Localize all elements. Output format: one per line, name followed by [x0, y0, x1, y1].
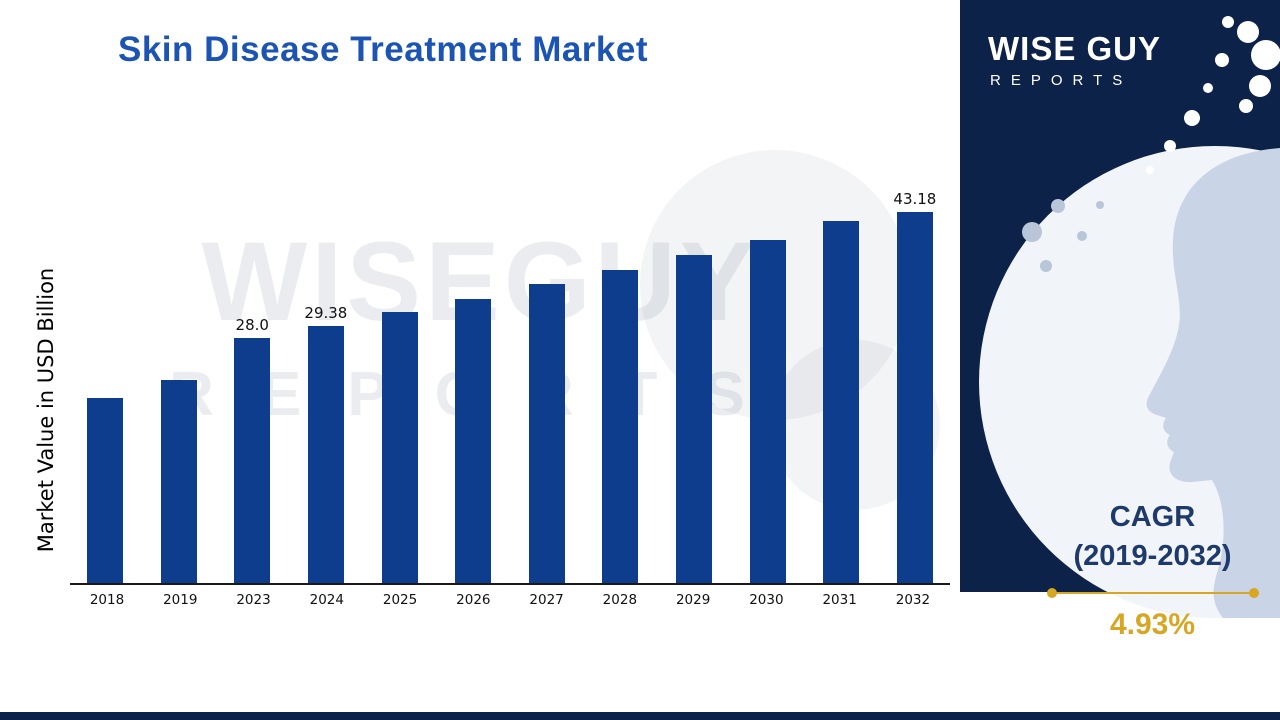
x-tick-2018: 2018	[89, 592, 125, 608]
x-tick-2023: 2023	[236, 592, 271, 608]
x-tick-2031: 2031	[822, 592, 857, 608]
bar-group-2023: 28.0	[232, 190, 272, 583]
brand-panel: WISE GUY REPORTS CAGR (2019-2032) 4.93%	[960, 0, 1280, 720]
bar-2028	[602, 270, 639, 583]
x-tick-2029: 2029	[675, 592, 711, 608]
x-tick-2019: 2019	[163, 592, 198, 608]
bar-2024	[307, 326, 344, 583]
cagr-block: CAGR (2019-2032) 4.93%	[1035, 498, 1270, 642]
x-axis-labels: 2018 2019 2023 2024 2025 2026 2027 2028 2029 2030…	[85, 592, 935, 608]
bar-group-2024: 29.38	[304, 190, 348, 583]
bar-value-label-2023: 28.0	[235, 316, 269, 334]
bar-group-2032: 43.18	[893, 190, 937, 583]
circle-dots-icon	[1022, 199, 1104, 272]
bar-2023	[234, 338, 271, 583]
bar-group-2025	[380, 190, 420, 583]
bar-2019	[160, 380, 197, 583]
bars-row: 28.0 29.38 43.18	[85, 190, 937, 583]
bar-2025	[381, 312, 418, 583]
bar-value-label-2024: 29.38	[304, 304, 348, 322]
cagr-value: 4.93%	[1109, 608, 1196, 642]
brand-name: WISE GUY	[988, 30, 1162, 67]
bar-group-2019	[159, 190, 199, 583]
cagr-range: (2019-2032)	[1073, 540, 1232, 573]
bar-group-2028	[600, 190, 640, 583]
x-tick-2025: 2025	[382, 592, 418, 608]
x-tick-2024: 2024	[309, 592, 344, 608]
bar-2032	[896, 212, 933, 583]
brand-subtitle: REPORTS	[990, 72, 1133, 89]
brand-logo: WISE GUY REPORTS	[988, 30, 1161, 89]
logo-face-dots-icon	[1146, 16, 1280, 174]
footer-bar	[0, 712, 1280, 720]
bar-2027	[528, 284, 565, 583]
cagr-divider	[1046, 588, 1259, 599]
x-tick-2032: 2032	[895, 592, 931, 608]
bar-group-2027	[527, 190, 567, 583]
bar-value-label-2032: 43.18	[893, 190, 937, 208]
bar-2030	[749, 240, 786, 583]
cagr-label: CAGR	[1109, 501, 1196, 533]
page-title: Skin Disease Treatment Market	[118, 30, 649, 69]
bar-2031	[823, 221, 860, 583]
x-axis-line	[70, 583, 950, 585]
bar-chart: 28.0 29.38 43.18 2018 2019 2023 2024 2025 2026 2…	[70, 180, 950, 620]
bar-group-2029	[674, 190, 714, 583]
bar-2018	[87, 398, 123, 583]
face-profile-icon	[1146, 148, 1280, 618]
bar-group-2026	[453, 190, 493, 583]
brand-panel-graphic	[960, 0, 1280, 618]
x-tick-2028: 2028	[602, 592, 638, 608]
bar-group-2030	[748, 190, 788, 583]
bar-2029	[676, 255, 712, 583]
bar-group-2018	[85, 190, 125, 583]
x-tick-2026: 2026	[456, 592, 491, 608]
y-axis-label: Market Value in USD Billion	[34, 267, 58, 553]
bar-2026	[455, 299, 492, 583]
x-tick-2030: 2030	[749, 592, 784, 608]
bar-group-2031	[821, 190, 861, 583]
x-tick-2027: 2027	[529, 592, 564, 608]
